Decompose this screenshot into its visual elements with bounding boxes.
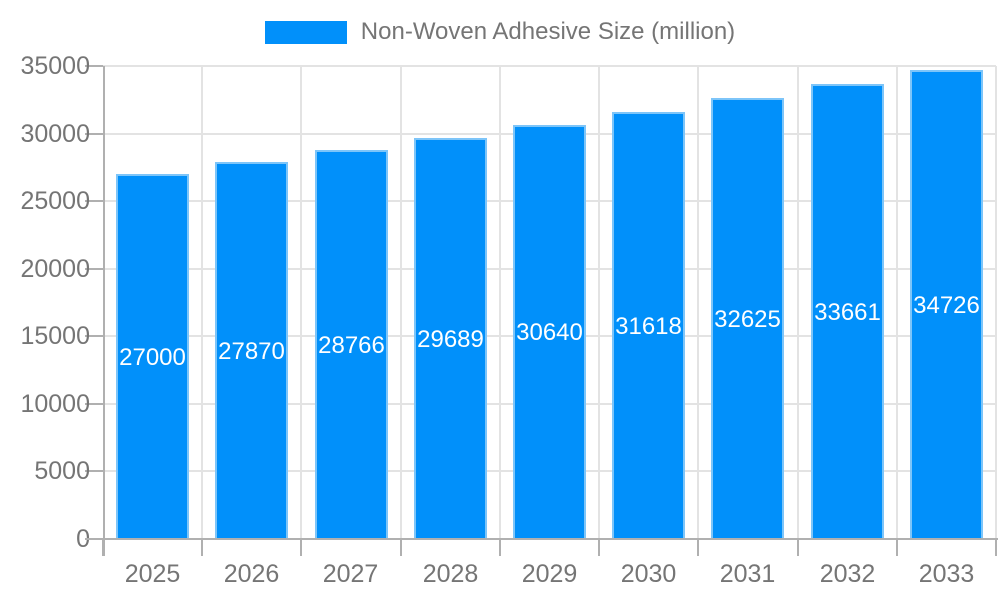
bar-value-label: 27870 bbox=[218, 337, 285, 365]
y-axis-tick bbox=[85, 267, 103, 270]
x-axis-line bbox=[85, 538, 998, 540]
x-gridline bbox=[995, 66, 997, 539]
bar-value-label: 28766 bbox=[318, 331, 385, 359]
x-axis-tick bbox=[697, 539, 699, 556]
y-axis-tick bbox=[85, 402, 103, 405]
bar-2030[interactable]: 31618 bbox=[612, 112, 685, 539]
y-axis-tick bbox=[85, 65, 103, 67]
bar-value-label: 27000 bbox=[119, 343, 186, 371]
bar-value-label: 30640 bbox=[516, 319, 583, 346]
bar-value-label: 34726 bbox=[913, 291, 980, 319]
x-axis-tick bbox=[201, 539, 203, 556]
legend-swatch-icon bbox=[264, 20, 347, 44]
x-gridline bbox=[400, 66, 402, 539]
x-axis-tick-label: 2028 bbox=[422, 560, 479, 588]
y-axis-tick bbox=[85, 335, 103, 338]
y-axis-tick-label: 20000 bbox=[20, 254, 90, 283]
x-gridline bbox=[499, 66, 501, 539]
x-axis-tick-label: 2032 bbox=[819, 560, 876, 588]
bar-2028[interactable]: 29689 bbox=[414, 138, 487, 539]
x-axis-tick bbox=[400, 539, 402, 556]
y-axis-tick-label: 25000 bbox=[20, 187, 90, 216]
y-axis-tick-label: 30000 bbox=[20, 119, 90, 148]
x-gridline bbox=[896, 66, 898, 539]
x-axis-tick bbox=[896, 539, 898, 556]
x-axis-tick-label: 2029 bbox=[521, 560, 578, 588]
y-axis-tick-label: 10000 bbox=[20, 389, 90, 418]
x-gridline bbox=[300, 66, 302, 539]
y-axis-tick bbox=[85, 200, 103, 203]
x-axis-tick-label: 2031 bbox=[719, 560, 776, 588]
bar-2027[interactable]: 28766 bbox=[315, 150, 388, 539]
y-axis-tick-label: 35000 bbox=[20, 52, 90, 80]
bar-2032[interactable]: 33661 bbox=[811, 84, 884, 539]
x-axis-tick bbox=[797, 539, 799, 556]
x-axis-tick-label: 2027 bbox=[322, 560, 379, 588]
x-axis-tick bbox=[300, 539, 302, 556]
bar-2033[interactable]: 34726 bbox=[910, 70, 983, 539]
x-axis-tick-label: 2030 bbox=[620, 560, 677, 588]
legend-label: Non-Woven Adhesive Size (million) bbox=[360, 18, 736, 45]
x-gridline bbox=[201, 66, 203, 539]
bar-2025[interactable]: 27000 bbox=[116, 174, 189, 539]
y-axis-tick-label: 5000 bbox=[34, 457, 90, 486]
y-axis-tick bbox=[85, 132, 103, 135]
bar-2026[interactable]: 27870 bbox=[215, 162, 288, 539]
y-axis-tick-label: 15000 bbox=[20, 322, 90, 351]
x-axis-tick bbox=[598, 539, 600, 556]
bar-value-label: 31618 bbox=[615, 312, 682, 340]
plot-area: 27000 27870 28766 29689 30640 31618 32625 33661… bbox=[85, 65, 997, 556]
y-axis-tick-label: 0 bbox=[76, 525, 90, 553]
bar-value-label: 29689 bbox=[417, 325, 484, 353]
x-axis-tick-label: 2026 bbox=[223, 560, 280, 588]
x-axis-tick bbox=[499, 539, 501, 556]
x-axis-tick bbox=[995, 539, 997, 556]
y-axis-tick bbox=[85, 470, 103, 473]
bar-2029[interactable]: 30640 bbox=[513, 125, 586, 539]
x-axis-tick-label: 2025 bbox=[124, 560, 181, 588]
bar-value-label: 32625 bbox=[714, 305, 781, 333]
y-axis-line bbox=[103, 66, 105, 556]
x-axis-tick-label: 2033 bbox=[918, 560, 975, 588]
legend[interactable]: Non-Woven Adhesive Size (million) bbox=[0, 16, 1000, 48]
x-gridline bbox=[598, 66, 600, 539]
y-gridline bbox=[103, 65, 996, 67]
bar-2031[interactable]: 32625 bbox=[711, 98, 784, 539]
x-gridline bbox=[797, 66, 799, 539]
bar-value-label: 33661 bbox=[814, 298, 881, 326]
x-gridline bbox=[697, 66, 699, 539]
